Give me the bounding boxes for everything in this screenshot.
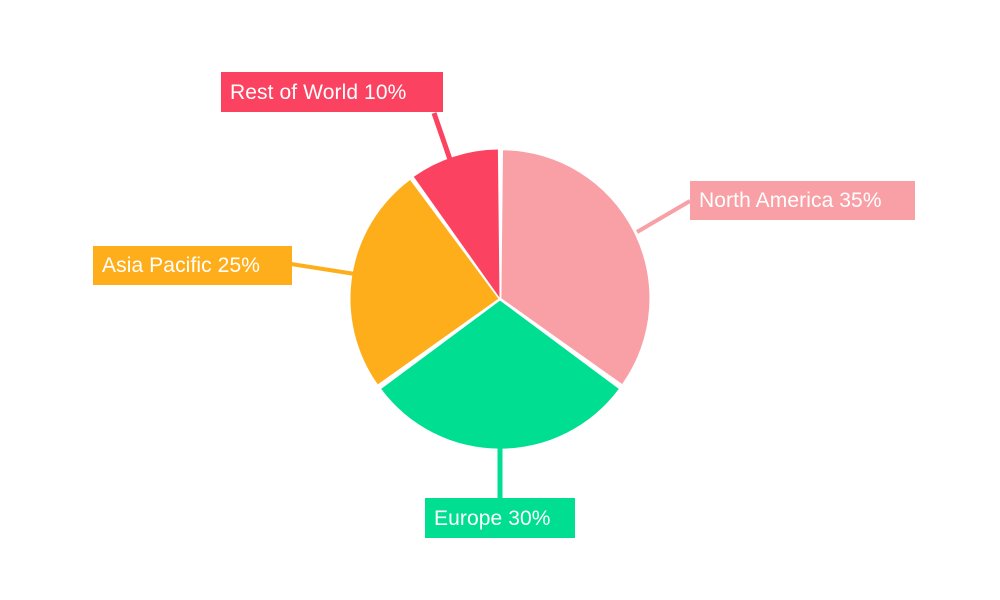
pie-label-asia-pacific[interactable]: Asia Pacific 25% (93, 246, 292, 285)
pie-slice-europe[interactable] (381, 300, 619, 449)
pie-label-rest-of-world-text: Rest of World 10% (230, 80, 407, 104)
pie-slice-north-america[interactable] (501, 150, 650, 384)
pie-leader-lines (290, 112, 692, 499)
pie-label-europe-text: Europe 30% (434, 506, 551, 530)
pie-label-europe[interactable]: Europe 30% (425, 498, 575, 538)
pie-label-rest-of-world[interactable]: Rest of World 10% (221, 72, 443, 112)
pie-slices (350, 149, 650, 449)
pie-label-north-america[interactable]: North America 35% (690, 181, 915, 220)
leader-line-asia-pacific (290, 262, 356, 276)
pie-label-north-america-text: North America 35% (699, 189, 882, 212)
pie-slice-asia-pacific[interactable] (350, 180, 499, 385)
pie-label-asia-pacific-text: Asia Pacific 25% (102, 254, 261, 277)
pie-slice-rest-of-world[interactable] (413, 149, 500, 298)
leader-line-rest-of-world (431, 112, 458, 175)
leader-line-north-america (635, 199, 692, 234)
